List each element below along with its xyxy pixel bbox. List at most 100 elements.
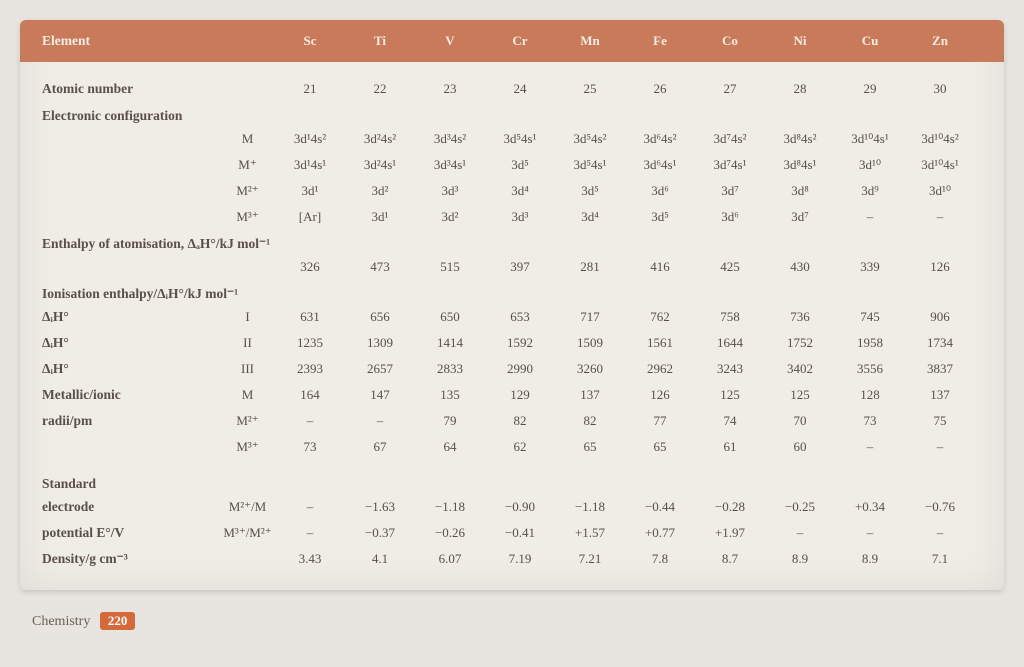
- table-cell: –: [275, 522, 345, 544]
- econf-row-0: M3d¹4s²3d²4s²3d³4s²3d⁵4s¹3d⁵4s²3d⁶4s²3d⁷…: [20, 126, 1004, 152]
- table-cell: 3d³: [485, 206, 555, 228]
- table-cell: –: [905, 522, 975, 544]
- table-cell: 1414: [415, 332, 485, 354]
- table-cell: 3d⁵4s²: [555, 128, 625, 150]
- page-footer: Chemistry 220: [20, 590, 1004, 630]
- row-sublabel: III: [220, 358, 275, 380]
- row-label: [20, 180, 220, 202]
- table-cell: 75: [905, 410, 975, 432]
- row-sublabel: M²⁺: [220, 180, 275, 202]
- table-cell: 2833: [415, 358, 485, 380]
- row-label: ΔᵢH°: [20, 332, 220, 354]
- table-cell: 125: [765, 384, 835, 406]
- table-cell: 1509: [555, 332, 625, 354]
- table-cell: –: [345, 410, 415, 432]
- table-card: Element Sc Ti V Cr Mn Fe Co Ni Cu Zn Ato…: [20, 20, 1004, 590]
- table-cell: 631: [275, 306, 345, 328]
- table-cell: –: [905, 206, 975, 228]
- table-cell: –: [275, 410, 345, 432]
- radii-row-1: radii/pmM²⁺––7982827774707375: [20, 408, 1004, 434]
- table-cell: 82: [555, 410, 625, 432]
- enthalpy-row: 326 473 515 397 281 416 425 430 339 126: [20, 254, 1004, 280]
- table-cell: 77: [625, 410, 695, 432]
- table-cell: 3243: [695, 358, 765, 380]
- table-cell: 762: [625, 306, 695, 328]
- table-cell: 61: [695, 436, 765, 458]
- table-cell: 3d⁷4s²: [695, 128, 765, 150]
- row-sublabel: M: [220, 128, 275, 150]
- table-cell: 3d⁸4s¹: [765, 154, 835, 176]
- table-cell: 3d¹4s²: [275, 128, 345, 150]
- row-label: ΔᵢH°: [20, 358, 220, 380]
- row-label: ΔᵢH°: [20, 306, 220, 328]
- table-cell: 62: [485, 436, 555, 458]
- row-label: [20, 154, 220, 176]
- density-row: Density/g cm⁻³ 3.43 4.1 6.07 7.19 7.21 7…: [20, 546, 1004, 572]
- table-cell: 3d⁵: [625, 206, 695, 228]
- header-row: Element Sc Ti V Cr Mn Fe Co Ni Cu Zn: [20, 20, 1004, 62]
- table-cell: 164: [275, 384, 345, 406]
- table-cell: 736: [765, 306, 835, 328]
- col-ni: Ni: [765, 30, 835, 52]
- table-cell: 2657: [345, 358, 415, 380]
- table-cell: −0.90: [485, 496, 555, 518]
- table-cell: +1.97: [695, 522, 765, 544]
- table-cell: 3d⁵4s¹: [555, 154, 625, 176]
- table-cell: 137: [905, 384, 975, 406]
- table-cell: 3d⁶: [695, 206, 765, 228]
- table-cell: 3d⁶4s²: [625, 128, 695, 150]
- table-cell: 717: [555, 306, 625, 328]
- table-cell: 1592: [485, 332, 555, 354]
- row-sublabel: II: [220, 332, 275, 354]
- table-cell: 1752: [765, 332, 835, 354]
- econf-row-2: M²⁺3d¹3d²3d³3d⁴3d⁵3d⁶3d⁷3d⁸3d⁹3d¹⁰: [20, 178, 1004, 204]
- table-cell: 125: [695, 384, 765, 406]
- table-cell: 70: [765, 410, 835, 432]
- electrode-row-0: electrodeM²⁺/M–−1.63−1.18−0.90−1.18−0.44…: [20, 494, 1004, 520]
- col-fe: Fe: [625, 30, 695, 52]
- table-cell: −1.18: [415, 496, 485, 518]
- row-label: [20, 436, 220, 458]
- header-label: Element: [20, 30, 220, 52]
- table-cell: 137: [555, 384, 625, 406]
- electrode-title: Standard: [20, 470, 1004, 494]
- table-cell: −1.63: [345, 496, 415, 518]
- table-cell: 3d³: [415, 180, 485, 202]
- atomic-row: Atomic number 21 22 23 24 25 26 27 28 29…: [20, 76, 1004, 102]
- table-cell: 128: [835, 384, 905, 406]
- table-cell: 67: [345, 436, 415, 458]
- table-cell: 3d³4s¹: [415, 154, 485, 176]
- col-zn: Zn: [905, 30, 975, 52]
- table-cell: 3d⁸4s²: [765, 128, 835, 150]
- table-cell: 3d¹⁰4s²: [905, 128, 975, 150]
- table-cell: 3d⁹: [835, 180, 905, 202]
- table-cell: 745: [835, 306, 905, 328]
- table-cell: 3d¹⁰: [905, 180, 975, 202]
- table-cell: 656: [345, 306, 415, 328]
- enthalpy-title: Enthalpy of atomisation, ΔₐH°/kJ mol⁻¹: [20, 230, 1004, 254]
- table-cell: 3d⁷: [695, 180, 765, 202]
- econf-row-1: M⁺3d¹4s¹3d²4s¹3d³4s¹3d⁵3d⁵4s¹3d⁶4s¹3d⁷4s…: [20, 152, 1004, 178]
- density-label: Density/g cm⁻³: [20, 548, 220, 570]
- table-cell: 2990: [485, 358, 555, 380]
- table-cell: 3d²4s²: [345, 128, 415, 150]
- table-cell: 3d³4s²: [415, 128, 485, 150]
- table-cell: 3d⁸: [765, 180, 835, 202]
- table-cell: 3d⁵: [485, 154, 555, 176]
- table-cell: 73: [275, 436, 345, 458]
- table-cell: 129: [485, 384, 555, 406]
- table-cell: 73: [835, 410, 905, 432]
- table-cell: 126: [625, 384, 695, 406]
- table-cell: 1958: [835, 332, 905, 354]
- table-cell: 3d¹⁰4s¹: [905, 154, 975, 176]
- table-cell: –: [765, 522, 835, 544]
- table-cell: –: [905, 436, 975, 458]
- col-cu: Cu: [835, 30, 905, 52]
- row-sublabel: M: [220, 384, 275, 406]
- table-cell: –: [835, 522, 905, 544]
- table-cell: 3556: [835, 358, 905, 380]
- econf-title: Electronic configuration: [20, 102, 1004, 126]
- row-label: Metallic/ionic: [20, 384, 220, 406]
- table-cell: −0.76: [905, 496, 975, 518]
- col-cr: Cr: [485, 30, 555, 52]
